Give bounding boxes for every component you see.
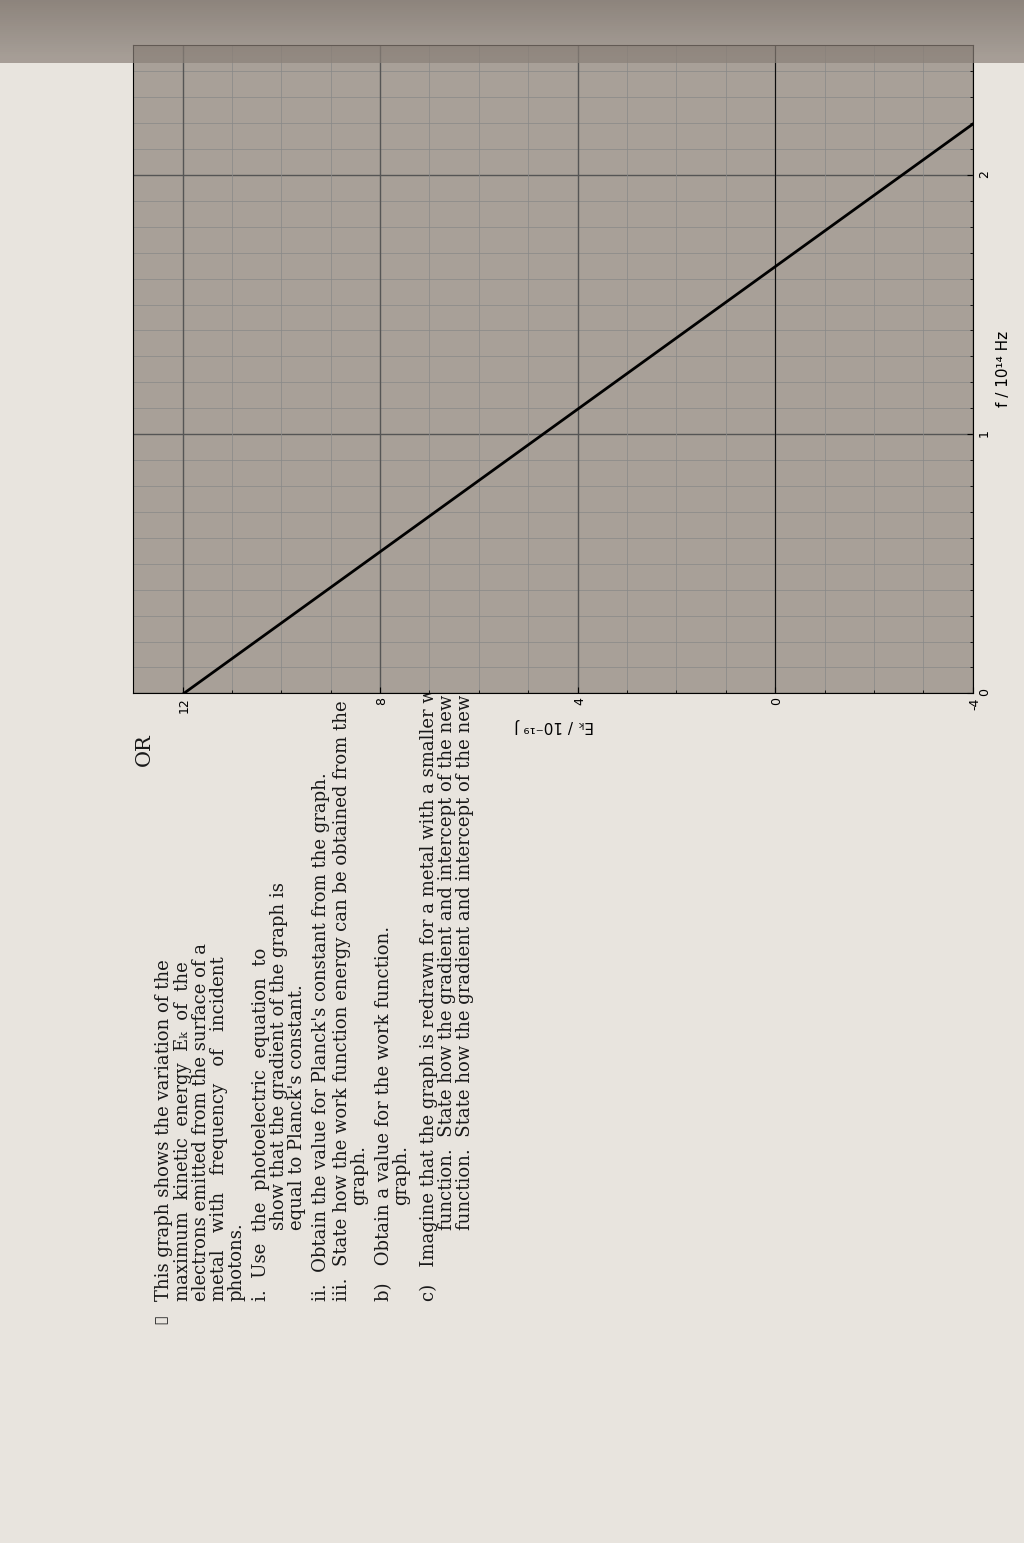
Bar — [0, 56, 1024, 59]
Bar — [0, 22, 1024, 25]
Bar — [0, 19, 1024, 20]
Bar — [0, 39, 1024, 40]
Bar — [0, 42, 1024, 45]
Bar — [0, 29, 1024, 32]
Bar — [0, 0, 1024, 63]
Bar — [0, 6, 1024, 8]
Bar — [0, 20, 1024, 22]
Bar — [0, 0, 1024, 2]
Bar — [0, 28, 1024, 29]
Bar — [0, 46, 1024, 48]
Bar — [0, 5, 1024, 6]
Bar — [0, 32, 1024, 34]
Bar — [0, 52, 1024, 54]
Bar — [0, 9, 1024, 12]
Bar — [0, 12, 1024, 14]
Bar — [0, 25, 1024, 26]
Bar — [0, 2, 1024, 5]
Bar — [0, 26, 1024, 28]
Bar — [0, 49, 1024, 52]
Bar — [0, 8, 1024, 9]
Bar — [0, 48, 1024, 49]
Bar — [0, 40, 1024, 42]
Bar — [0, 34, 1024, 35]
Bar — [0, 35, 1024, 39]
Bar — [0, 15, 1024, 19]
Bar — [0, 14, 1024, 15]
Bar — [0, 54, 1024, 56]
Bar — [0, 45, 1024, 46]
